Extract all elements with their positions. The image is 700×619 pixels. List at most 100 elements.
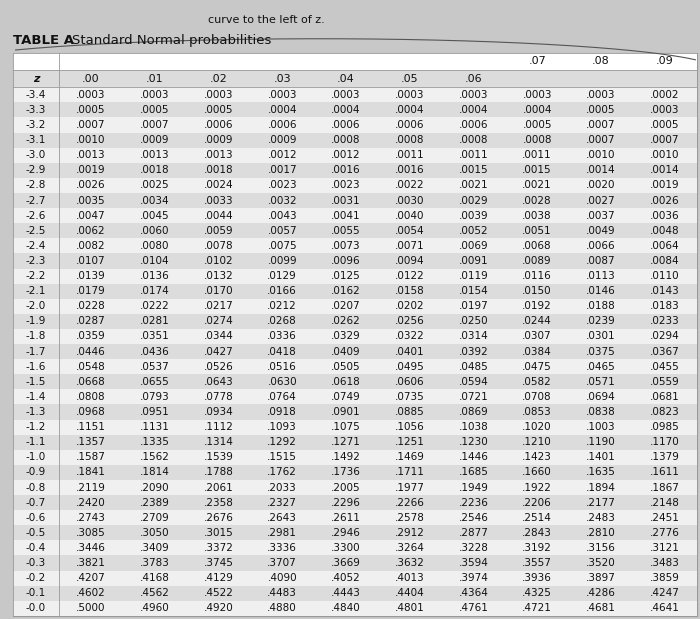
Bar [13,601,696,616]
Text: .0006: .0006 [395,120,424,130]
Text: .2843: .2843 [522,528,552,538]
Text: .3632: .3632 [395,558,425,568]
Text: -0.4: -0.4 [26,543,46,553]
Text: .2327: .2327 [267,498,297,508]
Bar [13,238,696,253]
Text: .0183: .0183 [650,301,680,311]
Text: .0228: .0228 [76,301,106,311]
Text: .0064: .0064 [650,241,680,251]
Text: .0207: .0207 [331,301,360,311]
Bar [13,374,696,389]
Text: .0043: .0043 [267,210,297,220]
Text: .0062: .0062 [76,226,106,236]
Text: .0359: .0359 [76,332,106,342]
Text: .0009: .0009 [204,135,233,145]
Text: .0409: .0409 [331,347,360,357]
Text: -1.2: -1.2 [26,422,46,432]
Text: .1271: .1271 [331,437,361,447]
Text: .1867: .1867 [650,483,680,493]
Text: .0446: .0446 [76,347,106,357]
Text: .0030: .0030 [395,196,424,206]
Text: .0287: .0287 [76,316,106,326]
Bar [13,450,696,465]
Text: .0082: .0082 [76,241,106,251]
Text: -1.3: -1.3 [26,407,46,417]
Text: .4641: .4641 [650,604,680,613]
Text: .0274: .0274 [204,316,233,326]
Text: .2236: .2236 [458,498,489,508]
Text: .1446: .1446 [458,452,489,462]
Bar [13,359,696,374]
Text: .2877: .2877 [458,528,489,538]
Text: .0015: .0015 [458,165,488,175]
Text: .0170: .0170 [204,286,233,296]
Text: .0006: .0006 [204,120,233,130]
Text: .0150: .0150 [522,286,552,296]
Text: .0025: .0025 [140,181,169,191]
Text: -2.5: -2.5 [26,226,46,236]
Text: .0239: .0239 [586,316,616,326]
Text: .0256: .0256 [395,316,424,326]
Text: .3821: .3821 [76,558,106,568]
Text: .0012: .0012 [331,150,360,160]
Text: .2090: .2090 [140,483,169,493]
Text: .0212: .0212 [267,301,297,311]
Text: .0028: .0028 [522,196,552,206]
Text: .0018: .0018 [204,165,233,175]
Text: .0418: .0418 [267,347,297,357]
Text: .1190: .1190 [586,437,616,447]
Text: .0367: .0367 [650,347,680,357]
Text: .3520: .3520 [586,558,616,568]
Text: .01: .01 [146,74,164,84]
Bar [13,118,696,132]
Bar [13,420,696,435]
Text: .03: .03 [274,74,291,84]
Text: .0436: .0436 [140,347,169,357]
Text: .2709: .2709 [140,513,169,522]
Text: .0250: .0250 [458,316,488,326]
Text: -1.7: -1.7 [26,347,46,357]
Text: .06: .06 [465,74,482,84]
Text: .0202: .0202 [395,301,424,311]
Text: .3409: .3409 [140,543,169,553]
Text: .0019: .0019 [650,181,680,191]
Text: .0392: .0392 [458,347,489,357]
Text: .1711: .1711 [395,467,425,477]
Text: .0427: .0427 [204,347,233,357]
Text: .0146: .0146 [586,286,616,296]
Text: .0694: .0694 [586,392,616,402]
Bar [13,329,696,344]
Text: .0047: .0047 [76,210,106,220]
Text: .0013: .0013 [140,150,169,160]
Text: .0004: .0004 [395,105,424,115]
Bar [13,435,696,450]
Bar [13,495,696,510]
Text: -1.5: -1.5 [26,377,46,387]
Text: .0055: .0055 [331,226,360,236]
Text: .0010: .0010 [586,150,615,160]
Text: .0329: .0329 [331,332,360,342]
Text: .0027: .0027 [586,196,616,206]
Text: .3446: .3446 [76,543,106,553]
Text: .0951: .0951 [140,407,169,417]
Text: .0011: .0011 [395,150,424,160]
Text: .0475: .0475 [522,361,552,371]
Text: .2578: .2578 [395,513,425,522]
Text: .0116: .0116 [522,271,552,281]
Text: .0003: .0003 [650,105,680,115]
Text: .3859: .3859 [650,573,680,583]
Text: .0222: .0222 [140,301,169,311]
Text: .1335: .1335 [140,437,169,447]
Text: .4404: .4404 [395,588,424,598]
Text: .0154: .0154 [458,286,489,296]
Bar [13,555,696,571]
Text: .4052: .4052 [331,573,360,583]
Text: .1562: .1562 [140,452,169,462]
Text: .0485: .0485 [458,361,489,371]
Text: .2676: .2676 [204,513,233,522]
Text: .2643: .2643 [267,513,297,522]
Text: .0032: .0032 [267,196,297,206]
Text: .0011: .0011 [522,150,552,160]
Text: .0268: .0268 [267,316,297,326]
Text: .07: .07 [528,56,546,66]
